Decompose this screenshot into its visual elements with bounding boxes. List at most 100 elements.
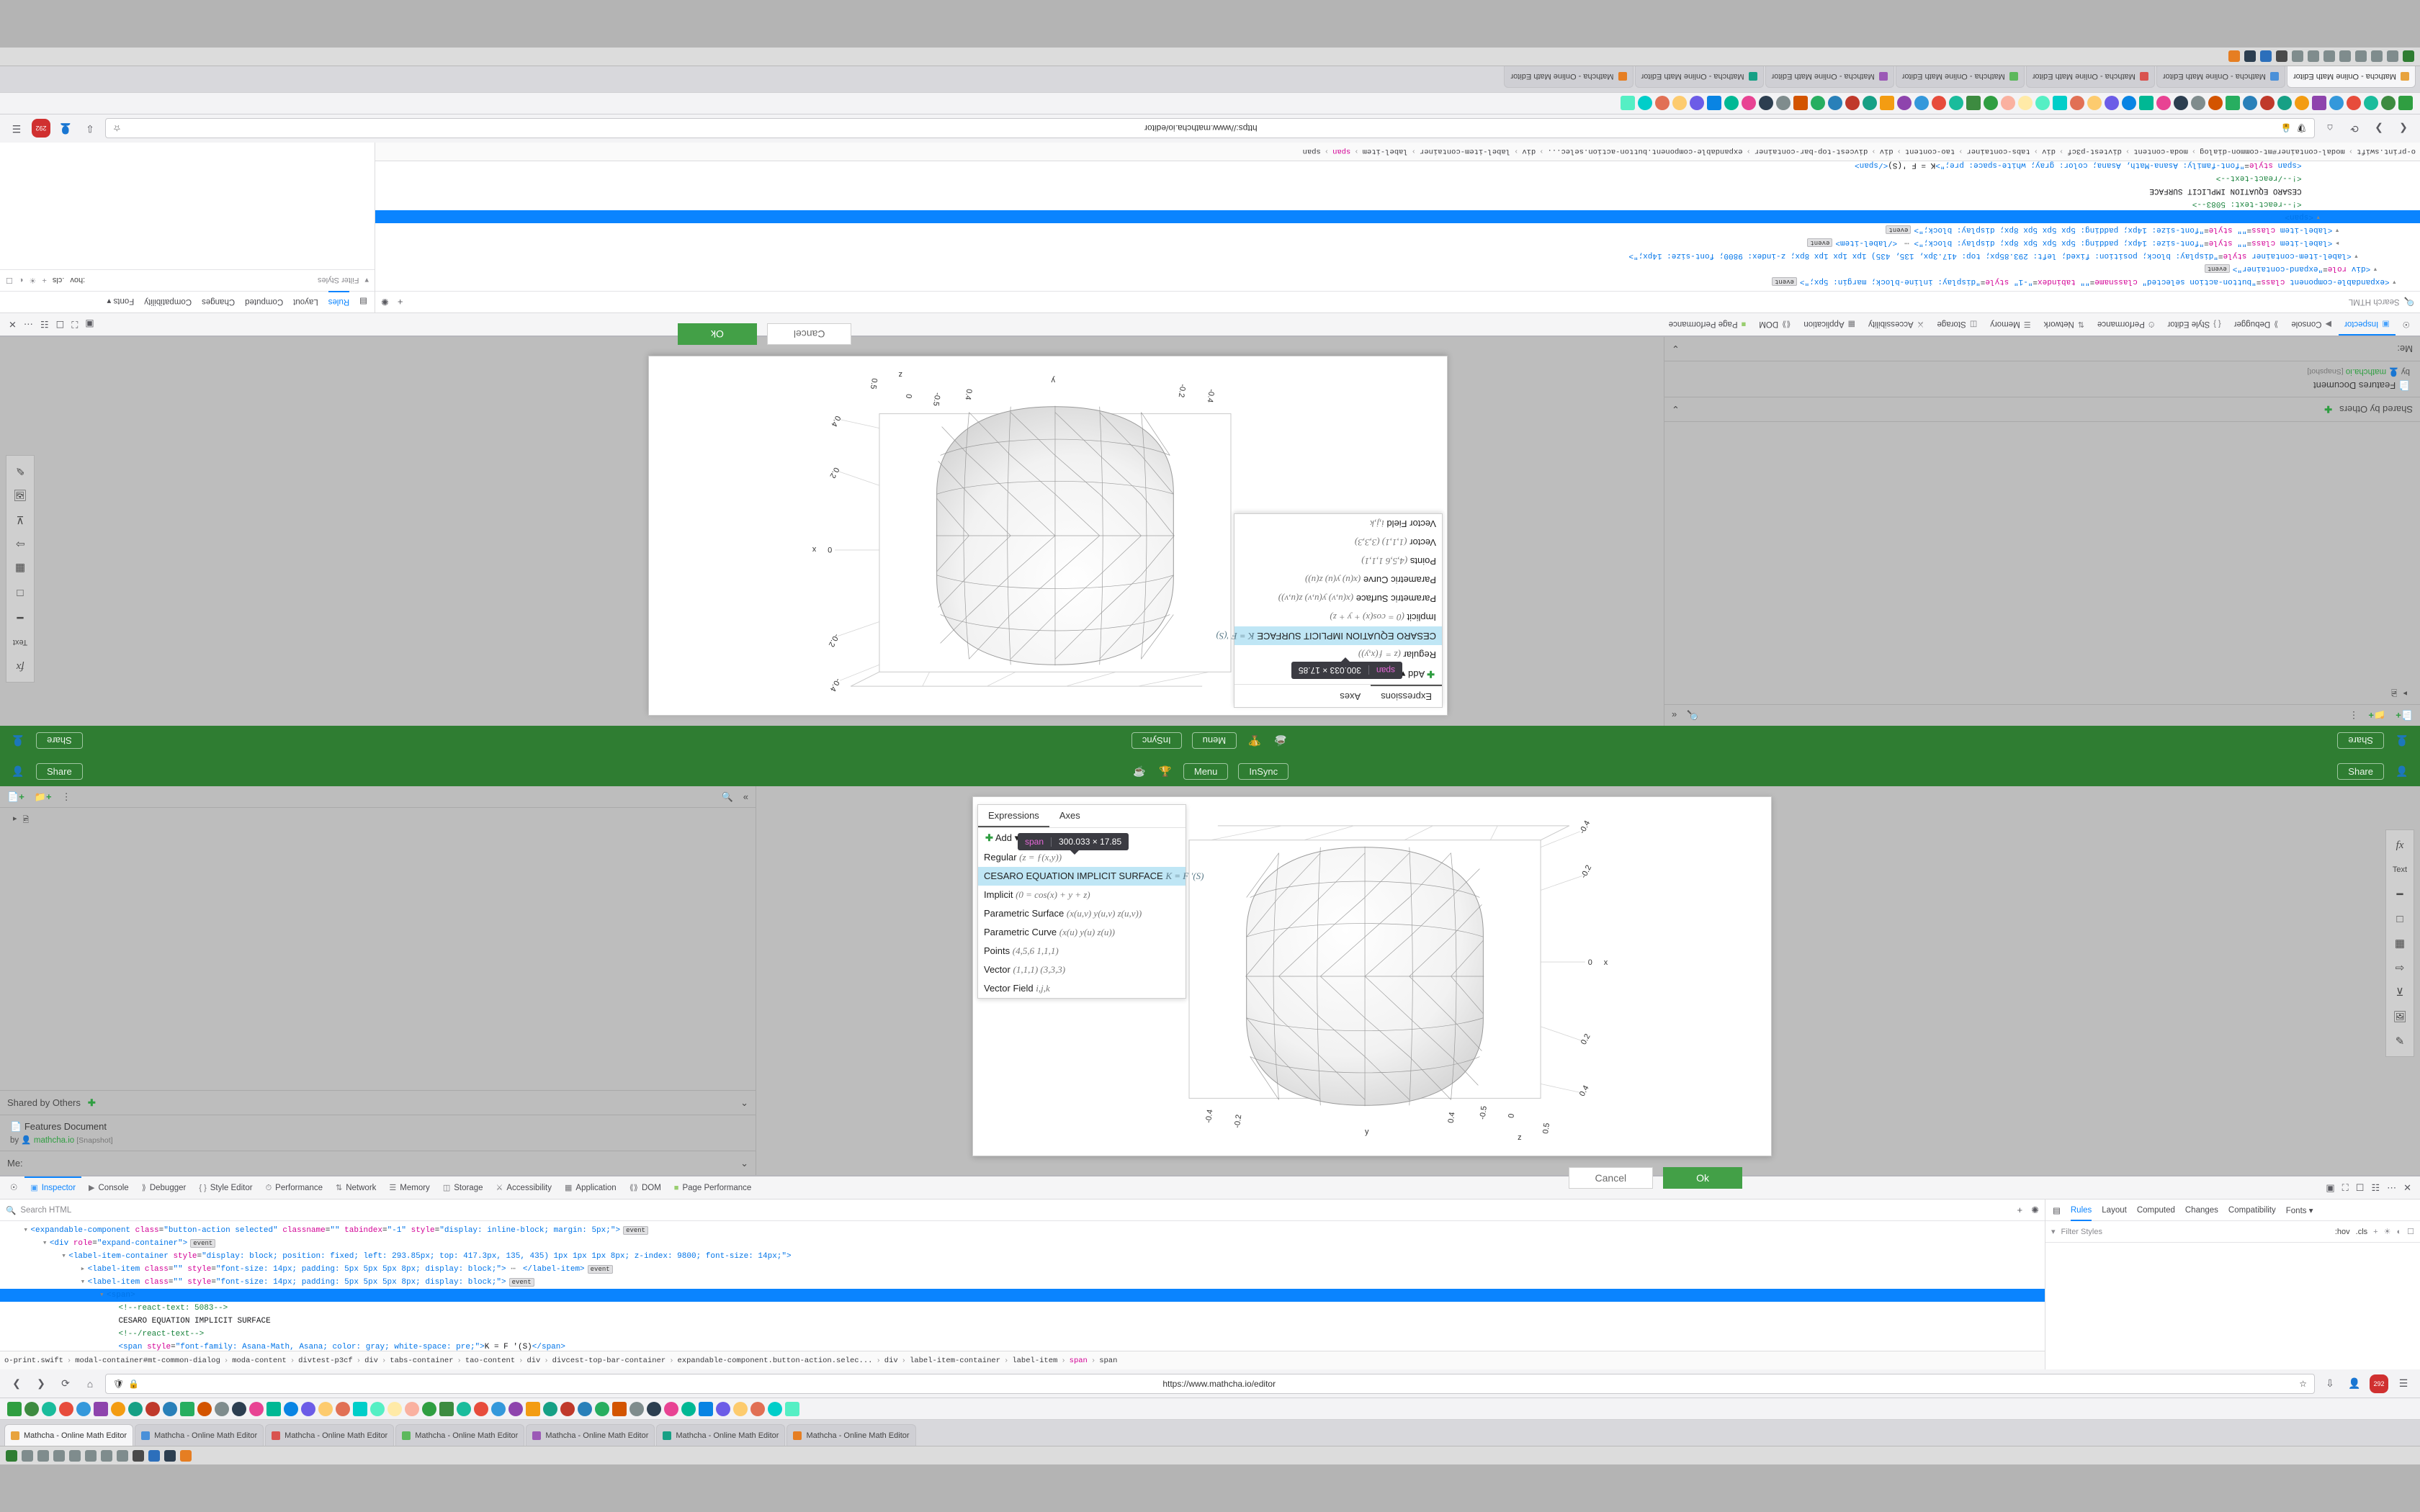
responsive-design-icon[interactable]: ⛶: [71, 319, 79, 330]
taskbar-icon[interactable]: [2292, 50, 2303, 63]
breadcrumb-item[interactable]: moda-content: [232, 1356, 287, 1365]
bookmark-icon[interactable]: [681, 1401, 696, 1416]
tab-compatibility[interactable]: Compatibility: [144, 297, 192, 307]
bookmark-icon[interactable]: [2122, 96, 2136, 111]
tab-layout[interactable]: Layout: [2102, 1205, 2127, 1215]
new-file-icon[interactable]: 📄+: [7, 791, 24, 802]
breadcrumb-item[interactable]: span: [1332, 147, 1351, 156]
browser-tab[interactable]: Mathcha - Online Math Editor: [395, 1424, 525, 1446]
list-item[interactable]: Regular (z = ƒ(x,y)): [978, 848, 1186, 867]
plus-icon[interactable]: ✚: [87, 1097, 96, 1108]
bookmark-icon[interactable]: [284, 1401, 298, 1416]
breadcrumb-item[interactable]: o-print.swift: [2357, 147, 2416, 156]
breadcrumb[interactable]: o-print.swift › modal-container#mt-common-…: [375, 143, 2420, 161]
dom-node[interactable]: <!--/react-text-->: [118, 1330, 205, 1338]
browser-tab[interactable]: Mathcha - Online Math Editor: [2025, 66, 2155, 88]
line-icon[interactable]: ━: [2396, 888, 2403, 901]
breadcrumb-item[interactable]: tao-content: [465, 1356, 516, 1365]
list-item[interactable]: Parametric Surface (x(u,v) y(u,v) z(u,v)…: [978, 904, 1186, 923]
tab-console[interactable]: ▶ Console: [2285, 313, 2337, 336]
search-html[interactable]: 🔍 Search HTML: [6, 1205, 2013, 1215]
bookmark-icon[interactable]: [733, 1401, 748, 1416]
breadcrumb-item[interactable]: divcest-top-bar-container: [552, 1356, 666, 1365]
chevron-down-icon[interactable]: ⌄: [740, 1097, 748, 1108]
image-icon[interactable]: 🖼: [2393, 1011, 2407, 1023]
bookmark-icon[interactable]: [2329, 96, 2344, 111]
hamburger-menu-icon[interactable]: ☰: [2398, 1377, 2408, 1389]
dom-node[interactable]: ▾<label-item-container style="display: b…: [61, 1252, 792, 1261]
print-simulation-icon[interactable]: ☐: [6, 276, 13, 284]
bookmark-icon[interactable]: [387, 1401, 402, 1416]
list-item[interactable]: Vector Field i,j,k: [1234, 514, 1442, 533]
tab-application[interactable]: ▦ Application: [1798, 313, 1861, 336]
share-button-right[interactable]: Share: [2337, 762, 2384, 780]
share-button[interactable]: Share: [36, 762, 83, 780]
shield-icon[interactable]: 🛡: [113, 1378, 125, 1389]
breadcrumb-item[interactable]: div: [1879, 147, 1894, 156]
cancel-button[interactable]: Cancel: [766, 323, 852, 345]
bookmark-icon[interactable]: [2381, 96, 2396, 111]
bookmark-icon[interactable]: [647, 1401, 661, 1416]
bookmark-icon[interactable]: [595, 1401, 609, 1416]
tab-accessibility[interactable]: ⚔ Accessibility: [490, 1176, 558, 1200]
bookmark-icon[interactable]: [197, 1401, 212, 1416]
list-item[interactable]: Parametric Curve (x(u) y(u) z(u)): [978, 923, 1186, 942]
taskbar-icon[interactable]: [164, 1449, 176, 1462]
surface-plot[interactable]: -0.4 -0.2 0 x 0.2 0.4 -0.4 -0.2 y 0.4 -0.…: [649, 356, 1447, 715]
browser-tab[interactable]: Mathcha - Online Math Editor: [656, 1424, 786, 1446]
tab-inspector[interactable]: ▣ Inspector: [2339, 313, 2396, 336]
search-icon[interactable]: 🔍: [1687, 710, 1699, 721]
bookmark-icon[interactable]: [1672, 96, 1687, 111]
reload-icon[interactable]: ⟳: [2350, 123, 2359, 135]
bookmark-icon[interactable]: [249, 1401, 264, 1416]
pencil-icon[interactable]: ✎: [2395, 1035, 2405, 1048]
browser-tab[interactable]: Mathcha - Online Math Editor: [4, 1424, 134, 1446]
bookmark-icon[interactable]: [699, 1401, 713, 1416]
taskbar-icon[interactable]: [2387, 50, 2398, 63]
tab-accessibility[interactable]: ⚔ Accessibility: [1863, 313, 1930, 336]
dom-node[interactable]: <!--/react-text-->: [2215, 174, 2302, 182]
taskbar-icon[interactable]: [2371, 50, 2383, 63]
tab-fonts[interactable]: Fonts ▾: [2285, 1206, 2313, 1215]
browser-tab[interactable]: Mathcha - Online Math Editor: [526, 1424, 655, 1446]
tab-rules[interactable]: Rules: [328, 292, 349, 313]
taskbar-icon[interactable]: [117, 1449, 128, 1462]
pick-element-icon[interactable]: ☉: [10, 1183, 18, 1192]
more-options-icon[interactable]: ⋯: [2387, 1182, 2397, 1193]
dom-node[interactable]: <!--react-text: 5083-->: [2192, 199, 2302, 208]
list-item-selected[interactable]: CESARO EQUATION IMPLICIT SURFACE K = F ′…: [978, 867, 1204, 886]
taskbar-icon[interactable]: [148, 1449, 160, 1462]
bookmark-icon[interactable]: [2018, 96, 2033, 111]
bookmark-icon[interactable]: [474, 1401, 488, 1416]
bookmark-icon[interactable]: [163, 1401, 177, 1416]
list-item-selected[interactable]: CESARO EQUATION IMPLICIT SURFACE K = F ′…: [1216, 626, 1442, 645]
close-icon[interactable]: ✕: [9, 319, 17, 330]
bookmark-icon[interactable]: [612, 1401, 627, 1416]
dom-tree[interactable]: ▾<expandable-component class="button-act…: [375, 161, 2420, 291]
text-tool[interactable]: Text: [12, 638, 28, 647]
bookmark-icon[interactable]: [2087, 96, 2102, 111]
account-icon[interactable]: 👤: [59, 123, 72, 135]
dom-node[interactable]: ▾<span>: [375, 210, 2420, 223]
bookmark-icon[interactable]: [1897, 96, 1912, 111]
insync-button[interactable]: InSync: [1131, 732, 1182, 750]
eyedropper-icon[interactable]: ✺: [2031, 1204, 2039, 1215]
color-scheme-icon[interactable]: ◐: [2396, 1227, 2402, 1236]
dock-side-icon[interactable]: ☷: [2371, 1182, 2380, 1193]
browser-tab[interactable]: Mathcha - Online Math Editor: [265, 1424, 395, 1446]
list-item[interactable]: 📄 Features Document by 👤 mathcha.io [Sna…: [0, 1115, 756, 1151]
bookmark-icon[interactable]: [2035, 96, 2050, 111]
tab-debugger[interactable]: ⟫ Debugger: [136, 1176, 192, 1200]
tab-axes[interactable]: Axes: [1340, 691, 1361, 702]
reload-icon[interactable]: ⟳: [61, 1377, 70, 1389]
breadcrumb-item[interactable]: label-item-container: [909, 1356, 1001, 1365]
taskbar-icon[interactable]: [85, 1449, 97, 1462]
breadcrumb-item[interactable]: label-item: [1362, 147, 1408, 156]
bookmark-icon[interactable]: [1742, 96, 1756, 111]
browser-tab[interactable]: Mathcha - Online Math Editor: [786, 1424, 916, 1446]
breadcrumb-item[interactable]: tabs-container: [1966, 147, 2030, 156]
tab-computed[interactable]: Computed: [245, 297, 284, 307]
chevron-down-icon-2[interactable]: ⌄: [740, 1157, 748, 1169]
bookmark-icon[interactable]: [2312, 96, 2326, 111]
section-shared-by-me[interactable]: Me: ⌄: [1664, 337, 2420, 361]
